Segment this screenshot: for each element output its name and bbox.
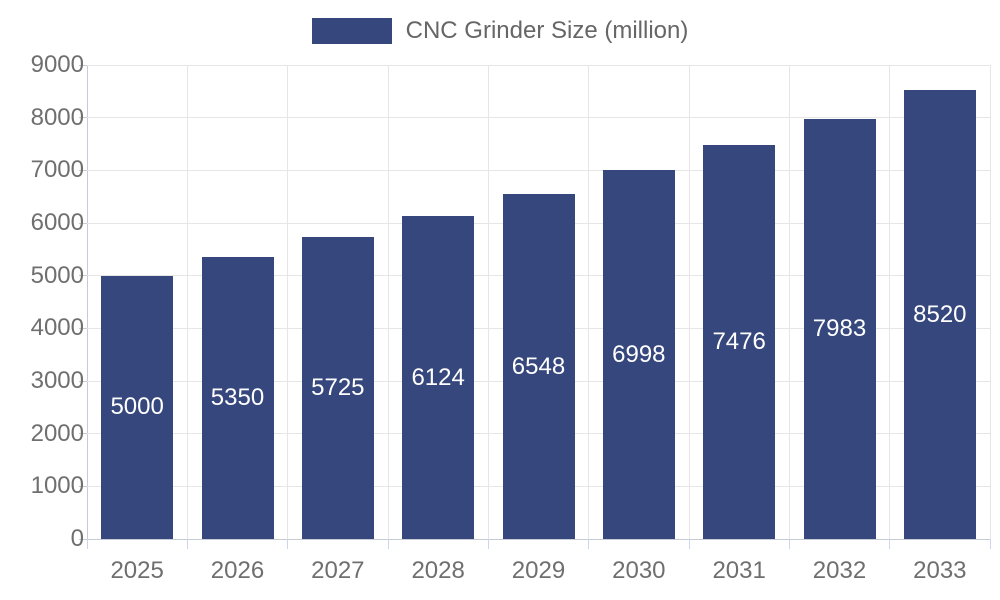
bar-2029[interactable]: 6548 <box>502 194 575 539</box>
bar-value-label-2028: 6124 <box>411 363 465 391</box>
bar-value-label-2030: 6998 <box>612 340 666 368</box>
y-axis-tick-3000 <box>79 380 87 382</box>
x-axis-label-2032: 2032 <box>812 557 867 584</box>
y-axis-tick-6000 <box>79 222 87 224</box>
bar-2026[interactable]: 5350 <box>201 257 274 539</box>
gridline-v-2 <box>287 65 289 539</box>
y-axis-tick-8000 <box>79 117 87 119</box>
bar-value-label-2029: 6548 <box>511 352 566 380</box>
legend-item[interactable]: CNC Grinder Size (million) <box>311 17 689 45</box>
x-axis-tick-5 <box>588 539 590 549</box>
y-axis-tick-1000 <box>79 485 87 487</box>
plot-area: 5000 5350 5725 6124 6548 6998 7476 7983 8520 <box>86 64 991 549</box>
y-axis-label-1000: 1000 <box>30 472 84 500</box>
bar-2032[interactable]: 7983 <box>803 118 876 539</box>
bar-value-label-2025: 5000 <box>110 393 164 421</box>
x-axis-label-2025: 2025 <box>110 557 164 584</box>
y-axis-label-5000: 5000 <box>30 261 84 289</box>
bar-value-label-2027: 5725 <box>311 374 365 402</box>
bar-value-label-2026: 5350 <box>210 384 265 412</box>
bar-value-label-2032: 7983 <box>812 314 867 342</box>
y-axis-label-2000: 2000 <box>30 419 84 447</box>
y-axis-line <box>87 65 88 539</box>
x-axis-tick-9 <box>989 539 991 549</box>
bar-value-label-2031: 7476 <box>712 328 766 356</box>
gridline-v-4 <box>487 65 489 539</box>
x-axis-label-2027: 2027 <box>311 557 365 584</box>
legend-swatch <box>311 18 392 44</box>
bar-2027[interactable]: 5725 <box>301 237 374 539</box>
gridline-v-7 <box>788 65 790 539</box>
gridline-v-1 <box>186 65 188 539</box>
gridline-v-9 <box>989 65 991 539</box>
x-axis-tick-8 <box>889 539 891 549</box>
y-axis-tick-5000 <box>79 275 87 277</box>
y-axis-label-0: 0 <box>70 525 84 552</box>
legend-label: CNC Grinder Size (million) <box>405 17 689 44</box>
x-axis-label-2026: 2026 <box>210 557 265 584</box>
x-axis-tick-4 <box>487 539 489 549</box>
x-axis-tick-1 <box>186 539 188 549</box>
y-axis-label-7000: 7000 <box>30 156 84 184</box>
bar-2033[interactable]: 8520 <box>903 90 976 539</box>
y-axis-label-8000: 8000 <box>30 103 84 131</box>
gridline-h-8000 <box>87 117 990 119</box>
gridline-v-8 <box>889 65 891 539</box>
y-axis-tick-7000 <box>79 169 87 171</box>
x-axis-label-2029: 2029 <box>511 557 566 584</box>
x-axis-tick-0 <box>86 539 88 549</box>
x-axis-tick-6 <box>688 539 690 549</box>
y-axis-label-3000: 3000 <box>30 367 84 394</box>
gridline-h-7000 <box>87 169 990 171</box>
bar-2030[interactable]: 6998 <box>602 170 675 539</box>
x-axis-label-2033: 2033 <box>913 557 967 584</box>
x-axis-tick-2 <box>287 539 289 549</box>
x-axis-label-2028: 2028 <box>411 557 465 584</box>
y-axis-tick-9000 <box>79 64 87 66</box>
y-axis-tick-4000 <box>79 327 87 329</box>
bar-value-label-2033: 8520 <box>913 300 967 328</box>
gridline-v-5 <box>588 65 590 539</box>
y-axis-label-6000: 6000 <box>30 209 84 236</box>
x-axis-tick-7 <box>788 539 790 549</box>
y-axis-label-4000: 4000 <box>30 314 84 342</box>
gridline-h-9000 <box>87 64 990 66</box>
y-axis-label-9000: 9000 <box>30 51 84 78</box>
gridline-v-3 <box>387 65 389 539</box>
y-axis-tick-2000 <box>79 433 87 435</box>
x-axis-line <box>87 539 990 540</box>
x-axis-tick-3 <box>387 539 389 549</box>
y-axis-tick-0 <box>79 538 87 540</box>
bar-2028[interactable]: 6124 <box>402 216 475 539</box>
gridline-v-6 <box>688 65 690 539</box>
bar-2025[interactable]: 5000 <box>101 275 174 539</box>
legend: CNC Grinder Size (million) <box>0 17 1000 45</box>
x-axis-label-2030: 2030 <box>612 557 666 584</box>
x-axis-label-2031: 2031 <box>712 557 766 584</box>
bar-2031[interactable]: 7476 <box>703 145 776 539</box>
